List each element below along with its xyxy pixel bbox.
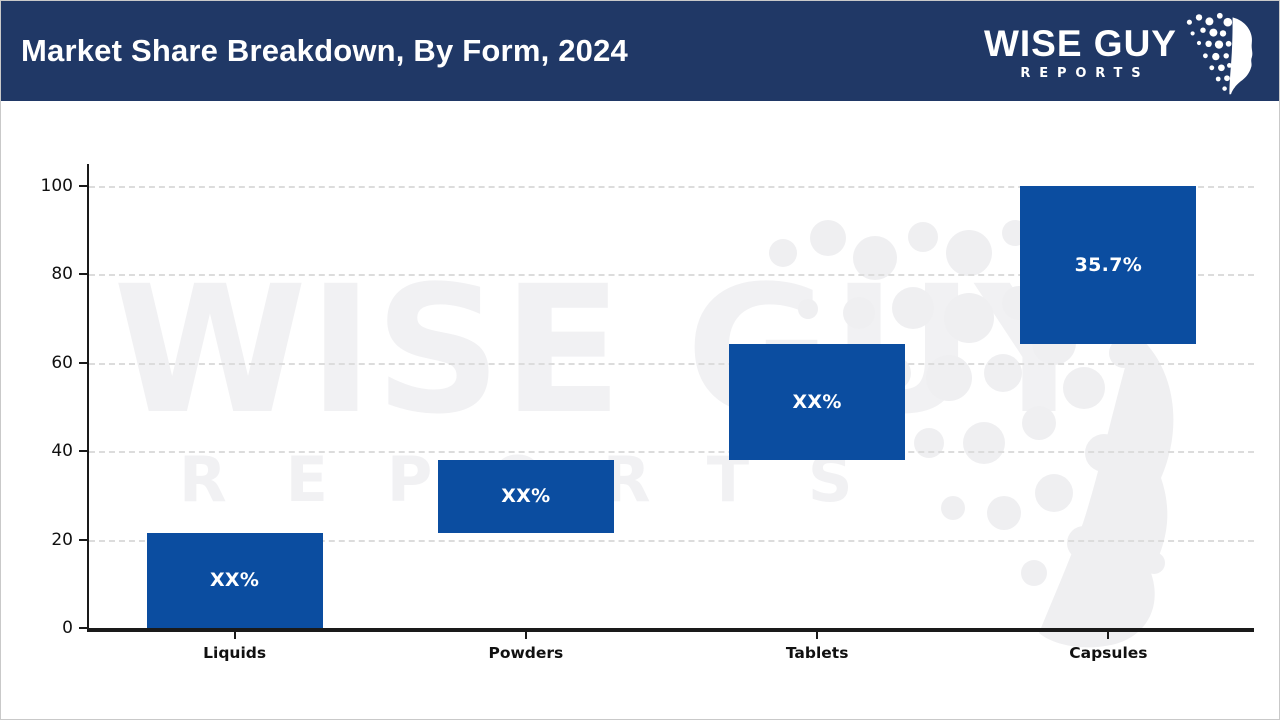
y-tick-mark: [79, 538, 87, 541]
y-tick-mark: [79, 361, 87, 364]
y-tick-label: 0: [62, 618, 73, 638]
y-tick-label: 40: [51, 441, 73, 462]
logo-wordmark: WISE GUY: [983, 23, 1177, 65]
x-category-label: Tablets: [785, 644, 849, 662]
bar-segment-tablets: XX%: [729, 343, 906, 460]
gridline: [89, 186, 1254, 189]
gridline: [89, 274, 1254, 277]
y-tick-label: 60: [51, 352, 73, 373]
x-category-label: Liquids: [203, 644, 267, 662]
y-axis-line: [87, 164, 89, 632]
watermark-wordmark: WISE GUY: [113, 248, 1104, 453]
x-tick-mark: [233, 632, 236, 639]
page-title: Market Share Breakdown, By Form, 2024: [21, 33, 628, 68]
wiseguy-logo: WISE GUY REPORTS: [984, 11, 1255, 95]
gridline: [89, 451, 1254, 454]
plot-area: 0 20 40 60 80 100 XX% Liquids XX% Powders XX% Table…: [41, 164, 1254, 662]
x-tick-mark: [816, 632, 819, 639]
y-tick-label: 80: [51, 264, 73, 285]
x-tick-mark: [524, 632, 527, 639]
bar-segment-liquids: XX%: [146, 532, 323, 628]
logo-text: WISE GUY REPORTS: [983, 23, 1177, 81]
gridline: [89, 362, 1254, 365]
bar-value-label: XX%: [501, 485, 551, 508]
y-tick-label: 20: [51, 529, 73, 550]
y-tick-label: 100: [40, 176, 73, 197]
bar-value-label: XX%: [209, 569, 260, 592]
y-tick-mark: [79, 627, 87, 629]
bar-value-label: XX%: [792, 390, 842, 413]
y-tick-mark: [79, 185, 87, 188]
x-tick-mark: [1107, 632, 1110, 639]
x-axis-line: [87, 628, 1254, 632]
logo-subtext: REPORTS: [1020, 65, 1150, 81]
bar-segment-capsules: 35.7%: [1020, 186, 1197, 344]
logo-head-icon: [1186, 12, 1253, 95]
y-tick-mark: [79, 273, 87, 276]
header: Market Share Breakdown, By Form, 2024 WI…: [1, 1, 1279, 101]
bar-value-label: 35.7%: [1074, 253, 1143, 276]
x-category-label: Powders: [488, 644, 564, 662]
x-category-label: Capsules: [1069, 644, 1148, 662]
bar-segment-powders: XX%: [437, 459, 614, 533]
gridline: [89, 539, 1254, 542]
y-tick-mark: [79, 450, 87, 453]
